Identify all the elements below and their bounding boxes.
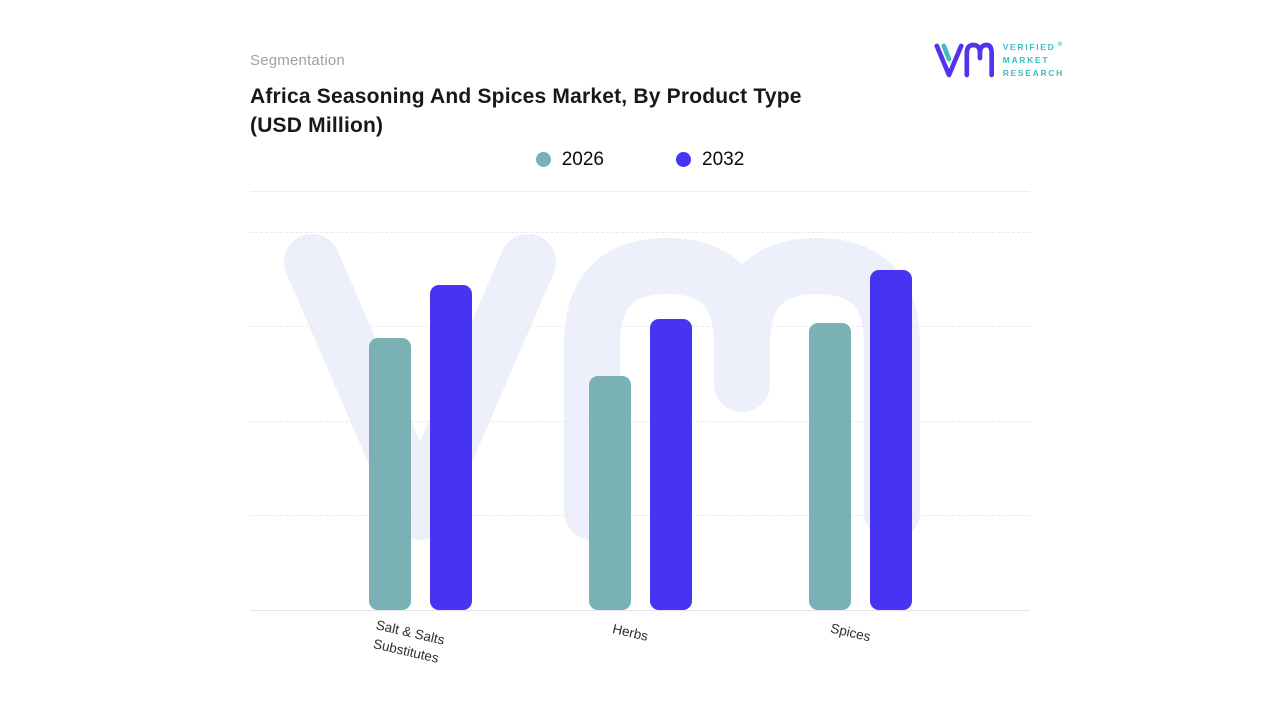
plot-area bbox=[250, 232, 1030, 610]
gridline bbox=[250, 420, 1030, 422]
bar-group-salt-salts-substitutes bbox=[368, 232, 472, 610]
x-label-spices: Spices bbox=[828, 620, 872, 645]
legend: 2026 2032 bbox=[250, 149, 1030, 171]
bar-2032-spices bbox=[869, 269, 912, 610]
chart-title: Africa Seasoning And Spices Market, By P… bbox=[250, 85, 802, 137]
brand-word-market: MARKET bbox=[1002, 54, 1050, 65]
x-axis-line bbox=[250, 609, 1030, 611]
registered-mark: ® bbox=[1057, 40, 1064, 48]
x-label-cell: Herbs bbox=[530, 621, 750, 664]
bar-group-spices bbox=[808, 232, 912, 610]
gridline bbox=[250, 515, 1030, 517]
brand-word-verified: VERIFIED bbox=[1002, 41, 1056, 52]
legend-label-2032: 2032 bbox=[702, 148, 745, 170]
legend-label-2026: 2026 bbox=[561, 148, 604, 170]
vmr-logo-mark bbox=[934, 42, 994, 78]
gridline bbox=[250, 231, 1030, 233]
brand-line-1: VERIFIED ® bbox=[1003, 40, 1064, 54]
legend-item-2026[interactable]: 2026 bbox=[535, 148, 604, 171]
bar-chart bbox=[250, 231, 1030, 611]
vmr-watermark bbox=[284, 233, 920, 540]
brand-word-research: RESEARCH bbox=[1002, 68, 1064, 78]
legend-item-2032[interactable]: 2032 bbox=[676, 149, 744, 171]
x-label-cell: Salt & Salts Substitutes bbox=[310, 617, 530, 665]
bar-2026-spices bbox=[808, 322, 851, 610]
bar-2026-herbs bbox=[588, 375, 631, 610]
x-label-herbs: Herbs bbox=[611, 621, 650, 644]
legend-swatch-2032 bbox=[676, 152, 691, 168]
bar-2032-herbs bbox=[649, 318, 692, 610]
x-label-cell: Spices bbox=[750, 621, 970, 664]
vmr-logo[interactable]: VERIFIED ® MARKET RESEARCH bbox=[934, 38, 1064, 82]
legend-swatch-2026 bbox=[535, 152, 551, 168]
chart-card: Segmentation Africa Seasoning And Spices… bbox=[250, 41, 1062, 666]
x-axis-labels: Salt & Salts Substitutes Herbs Spices bbox=[250, 617, 1030, 665]
brand-text: VERIFIED ® MARKET RESEARCH bbox=[1003, 40, 1064, 80]
section-label: Segmentation bbox=[250, 52, 345, 69]
bar-group-herbs bbox=[588, 232, 692, 610]
bar-2032-salt-salts-substitutes bbox=[429, 284, 472, 610]
header-divider bbox=[250, 190, 1030, 192]
x-label-salt-salts-substitutes: Salt & Salts Substitutes bbox=[371, 617, 446, 666]
bar-2026-salt-salts-substitutes bbox=[368, 337, 411, 610]
gridline bbox=[250, 326, 1030, 328]
